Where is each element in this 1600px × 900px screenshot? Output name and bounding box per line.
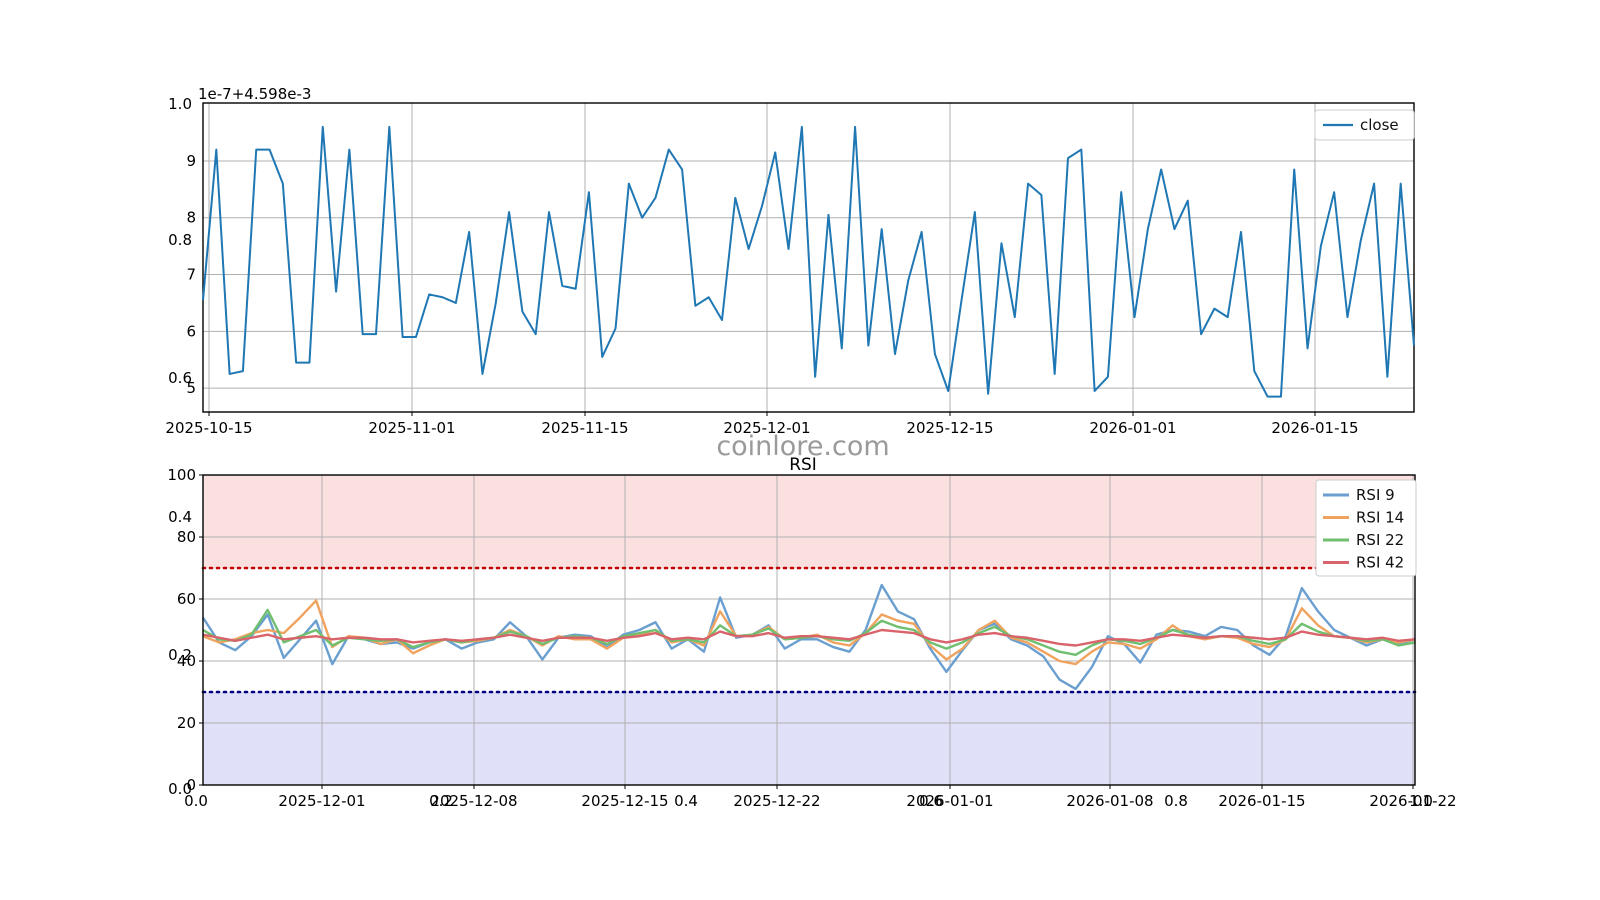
overlay-rsi-ytick: 0.0 [168, 780, 192, 798]
rsi-overbought-band [203, 475, 1415, 568]
price-ytick-label: 8 [186, 209, 196, 227]
overlay-rsi-ytick: 0.4 [168, 508, 192, 526]
rsi-ytick-label: 0 [186, 776, 196, 794]
overlay-rsi-xtick-label: 0.0 [184, 792, 208, 810]
overlay-rsi-xtick-label: 1.0 [1409, 792, 1433, 810]
rsi-xtick-label: 2025-12-08 [430, 792, 517, 810]
rsi-xtick-label: 2026-01-15 [1218, 792, 1305, 810]
overlay-price-ytick: 0.6 [168, 369, 192, 387]
rsi-xtick-label: 2025-12-01 [278, 792, 365, 810]
rsi-legend-label-rsi-22: RSI 22 [1356, 531, 1404, 549]
overlay-price-ytick: 1.0 [168, 95, 192, 113]
price-xtick-label: 2025-10-15 [165, 419, 252, 437]
overlay-rsi-ytick: 0.2 [168, 646, 192, 664]
rsi-xtick-label: 2026-01-08 [1066, 792, 1153, 810]
rsi-ytick-label: 80 [177, 528, 196, 546]
rsi-legend-box[interactable] [1315, 479, 1417, 577]
price-axes-frame [202, 102, 1415, 413]
rsi-xtick-label: 2026-01-01 [906, 792, 993, 810]
price-ytick-label: 5 [186, 379, 196, 397]
rsi-ytick-label: 40 [177, 652, 196, 670]
price-legend-box[interactable] [1314, 109, 1415, 141]
overlay-price-ytick: 0.8 [168, 231, 192, 249]
rsi-ytick-label: 100 [167, 466, 196, 484]
rsi-line-rsi-42 [202, 628, 1416, 647]
price-ytick-label: 7 [186, 266, 196, 284]
rsi-ytick-label: 60 [177, 590, 196, 608]
rsi-xtick-label: 2025-12-22 [733, 792, 820, 810]
rsi-xtick-label: 2026-01-22 [1369, 792, 1456, 810]
rsi-axes-frame [202, 474, 1416, 786]
price-xtick-label: 2025-12-15 [906, 419, 993, 437]
overlay-rsi-xtick-label: 0.6 [919, 792, 943, 810]
overlay-rsi-xtick-label: 0.4 [674, 792, 698, 810]
rsi-title: RSI [789, 455, 817, 475]
price-close-line [202, 125, 1415, 398]
rsi-ytick-label: 20 [177, 714, 196, 732]
price-xtick-label: 2026-01-15 [1271, 419, 1358, 437]
price-offset-label: 1e-7+4.598e-3 [198, 85, 311, 103]
rsi-legend-label-rsi-14: RSI 14 [1356, 509, 1404, 527]
price-xtick-label: 2025-12-01 [723, 419, 810, 437]
rsi-oversold-band [203, 692, 1415, 785]
price-xtick-label: 2026-01-01 [1089, 419, 1176, 437]
price-legend-label-close: close [1360, 116, 1399, 134]
rsi-legend-label-rsi-9: RSI 9 [1356, 486, 1395, 504]
watermark-coinlore: coinlore.com [716, 431, 889, 462]
price-xtick-label: 2025-11-01 [368, 419, 455, 437]
overlay-rsi-xtick-label: 0.2 [429, 792, 453, 810]
rsi-legend-label-rsi-42: RSI 42 [1356, 554, 1404, 572]
overlay-rsi-xtick-label: 0.8 [1164, 792, 1188, 810]
price-xtick-label: 2025-11-15 [541, 419, 628, 437]
rsi-xtick-label: 2025-12-15 [581, 792, 668, 810]
price-ytick-label: 9 [186, 152, 196, 170]
price-ytick-label: 6 [186, 322, 196, 340]
